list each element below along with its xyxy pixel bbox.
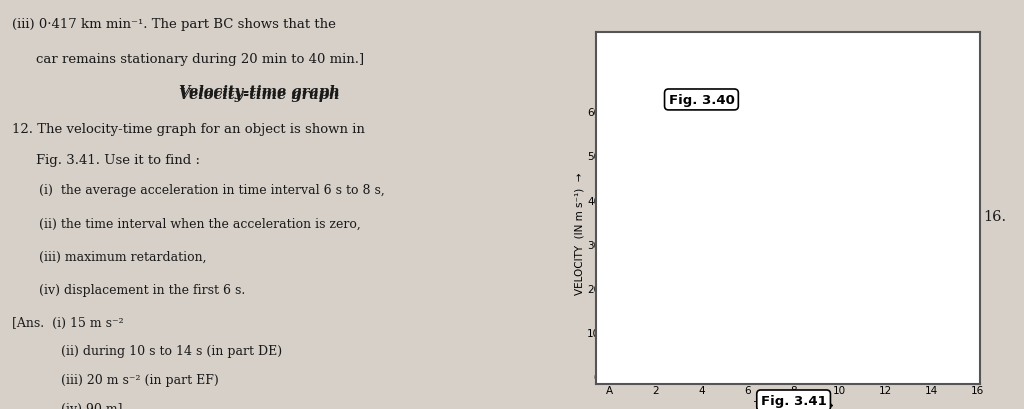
Text: 12. The velocity-time graph for an object is shown in: 12. The velocity-time graph for an objec… bbox=[12, 123, 366, 136]
Text: Velocity-time graph: Velocity-time graph bbox=[179, 88, 340, 102]
Text: (iv) 90 m]: (iv) 90 m] bbox=[61, 402, 123, 409]
Y-axis label: VELOCITY  (IN m s⁻¹)  →: VELOCITY (IN m s⁻¹) → bbox=[574, 172, 585, 294]
Text: C: C bbox=[795, 95, 802, 106]
Text: (iii) 0·417 km min⁻¹. The part BC shows that the: (iii) 0·417 km min⁻¹. The part BC shows … bbox=[12, 18, 336, 31]
Text: [Ans.  (i) 15 m s⁻²: [Ans. (i) 15 m s⁻² bbox=[12, 316, 124, 329]
Text: (ii) during 10 s to 14 s (in part DE): (ii) during 10 s to 14 s (in part DE) bbox=[61, 344, 283, 357]
Text: (iii) maximum retardation,: (iii) maximum retardation, bbox=[39, 250, 207, 263]
Text: Fig. 3.41: Fig. 3.41 bbox=[761, 394, 826, 407]
Text: Fig. 3.41. Use it to find :: Fig. 3.41. Use it to find : bbox=[36, 153, 200, 166]
Text: D: D bbox=[847, 184, 855, 193]
Text: car remains stationary during 20 min to 40 min.]: car remains stationary during 20 min to … bbox=[36, 53, 364, 66]
Text: (iv) displacement in the first 6 s.: (iv) displacement in the first 6 s. bbox=[39, 283, 245, 296]
Text: (ii) the time interval when the acceleration is zero,: (ii) the time interval when the accelera… bbox=[39, 217, 360, 230]
Text: (iii) 20 m s⁻² (in part EF): (iii) 20 m s⁻² (in part EF) bbox=[61, 373, 219, 386]
Text: Velocity-time graph: Velocity-time graph bbox=[179, 85, 340, 99]
Text: Fig. 3.40: Fig. 3.40 bbox=[669, 94, 734, 107]
Text: B: B bbox=[730, 227, 737, 238]
X-axis label: TIME  (IN s)  →: TIME (IN s) → bbox=[754, 400, 834, 409]
Text: 16.: 16. bbox=[983, 210, 1007, 224]
Text: (i)  the average acceleration in time interval 6 s to 8 s,: (i) the average acceleration in time int… bbox=[39, 184, 385, 197]
Text: E: E bbox=[940, 184, 946, 193]
